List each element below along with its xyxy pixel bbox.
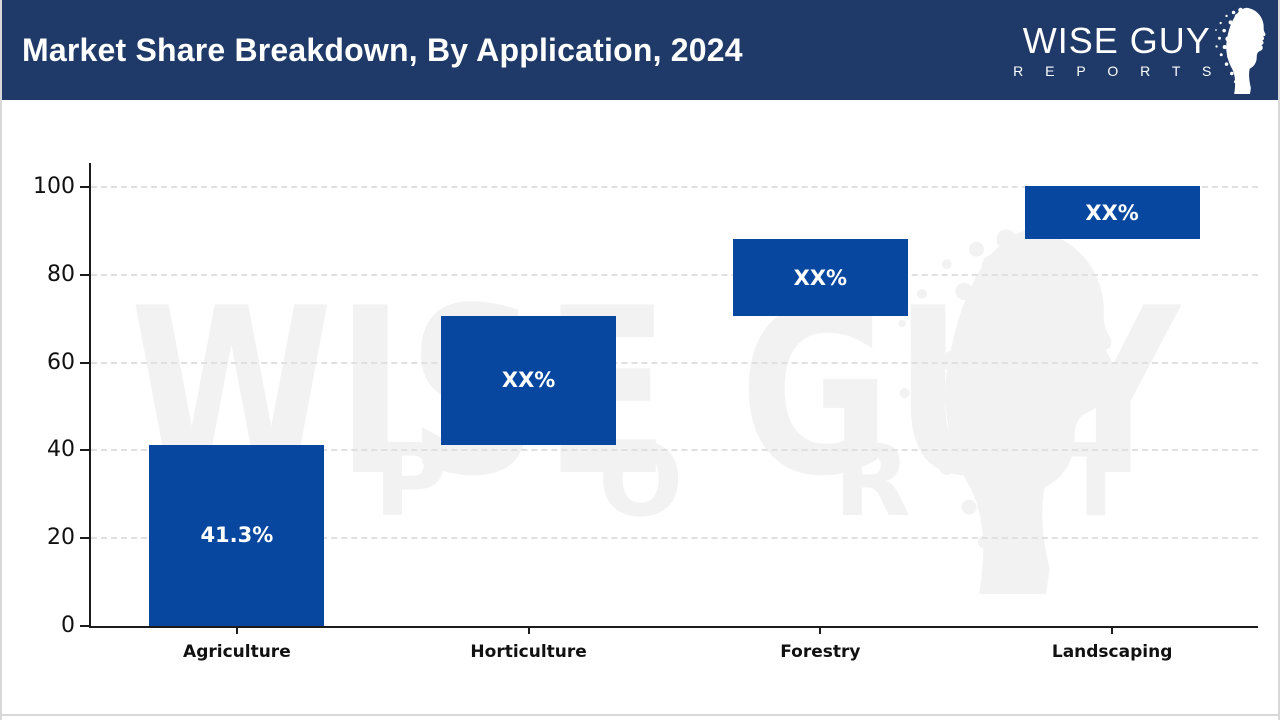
x-axis-tick [527,626,530,634]
y-axis-tick [80,625,89,627]
x-axis-tick [819,626,822,634]
bar-value-label: 41.3% [200,523,274,548]
category-label: Forestry [780,642,861,662]
brand-name: WISE GUY [1022,20,1211,61]
bar: XX% [732,239,908,317]
y-axis-tick [80,449,89,452]
y-axis-tick-label: 60 [47,349,75,375]
y-axis-tick-label: 100 [33,174,75,200]
y-axis-tick [80,537,89,540]
gridline [91,537,1258,540]
y-axis-tick [80,273,89,276]
bar: XX% [441,316,617,445]
x-axis-tick [235,626,238,634]
chart-canvas: WISE GUY P O R T S 02040608010041.3%Agri… [2,100,1278,716]
gridline [91,361,1258,364]
page-title: Market Share Breakdown, By Application, … [22,31,743,68]
y-axis-tick [80,186,89,189]
y-axis-tick-label: 20 [47,525,75,551]
bar: XX% [1024,186,1200,240]
y-axis-tick-label: 40 [47,437,75,463]
brand-logo-text: WISE GUY R E P O R T S [1013,20,1221,80]
category-label: Agriculture [183,642,291,662]
y-axis-tick [80,361,89,364]
y-axis-tick-label: 0 [61,613,75,638]
plot-area: 0 20 40 60 80 100 41.3% Agriculture XX% Horticult… [33,163,1258,662]
bar-value-label: XX% [501,368,556,393]
bar: 41.3% [149,444,325,626]
gridline [91,186,1258,189]
gridline [91,273,1258,276]
gridline [91,449,1258,452]
bar-value-label: XX% [793,265,848,290]
x-axis-tick [1111,626,1114,634]
brand-subtitle: R E P O R T S [1013,63,1221,79]
bar-value-label: XX% [1085,200,1139,225]
category-label: Horticulture [470,642,587,662]
header: Market Share Breakdown, By Application, … [2,0,1278,100]
y-axis-tick-label: 80 [47,261,75,287]
brand-logo: WISE GUY R E P O R T S [1013,6,1268,94]
category-label: Landscaping [1051,642,1173,662]
